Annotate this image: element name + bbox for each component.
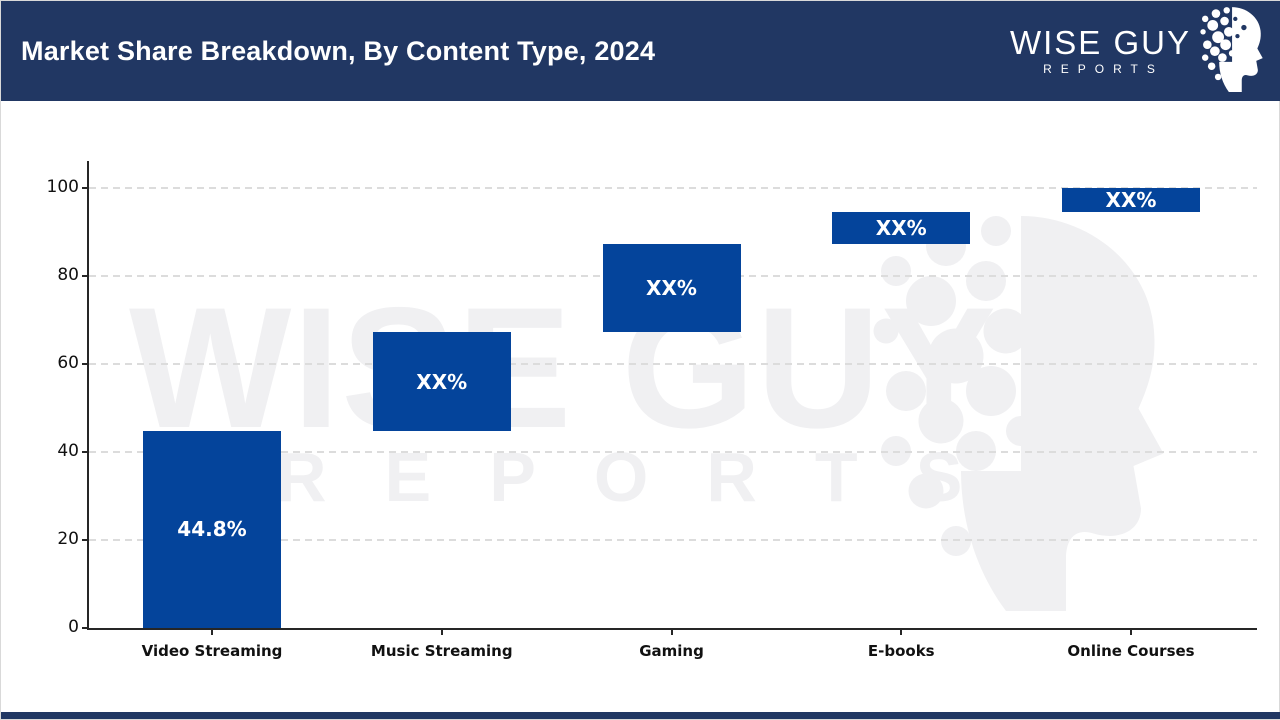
header-bar: Market Share Breakdown, By Content Type,… (1, 1, 1280, 101)
bar-value-label: XX% (875, 215, 927, 240)
bar-value-label: 44.8% (177, 517, 247, 542)
bar-value-label: XX% (416, 369, 468, 394)
logo-brand-name: WISE GUY (1009, 23, 1191, 61)
x-category-label: Gaming (639, 642, 704, 660)
y-tick-mark (82, 539, 89, 541)
wiseguy-logo-text: WISE GUY REPORTS (1009, 23, 1191, 77)
x-category-label: Music Streaming (370, 642, 513, 660)
y-tick-label: 40 (57, 441, 79, 461)
bar: XX% (372, 332, 511, 431)
bar-value-label: XX% (1105, 187, 1157, 212)
y-tick-mark (82, 363, 89, 365)
x-category-label: Video Streaming (141, 642, 283, 660)
bar: XX% (832, 211, 971, 244)
y-tick-label: 20 (57, 529, 79, 549)
y-tick-label: 0 (68, 617, 79, 637)
wiseguy-logo: WISE GUY REPORTS (1010, 6, 1280, 96)
logo-brand-sub: REPORTS (1043, 62, 1164, 77)
y-tick-mark (82, 627, 89, 629)
watermark-brand-sub: REPORTS (276, 438, 1021, 516)
bar: 44.8% (143, 430, 281, 628)
bar: XX% (1062, 188, 1200, 212)
y-tick-label: 80 (57, 265, 79, 285)
y-tick-label: 60 (57, 353, 79, 373)
bar-value-label: XX% (646, 276, 697, 301)
x-tick-mark (1130, 628, 1132, 635)
x-tick-mark (670, 628, 673, 635)
gridline (89, 451, 1257, 453)
gridline (89, 363, 1257, 365)
page-title: Market Share Breakdown, By Content Type,… (21, 35, 656, 66)
x-tick-mark (440, 628, 443, 635)
x-tick-mark (211, 628, 213, 635)
gridline (89, 539, 1257, 541)
wiseguy-head-icon (1195, 6, 1267, 96)
y-tick-mark (82, 187, 89, 189)
gridline (89, 187, 1257, 189)
footer-bar (1, 712, 1280, 719)
bar: XX% (602, 243, 741, 333)
y-tick-mark (82, 275, 89, 277)
x-category-label: Online Courses (1067, 642, 1195, 660)
watermark-head-icon (851, 211, 1181, 615)
y-tick-mark (82, 451, 89, 453)
x-tick-mark (900, 628, 903, 635)
y-tick-label: 100 (46, 177, 79, 197)
x-category-label: E-books (867, 642, 935, 660)
y-axis-line (87, 161, 89, 630)
